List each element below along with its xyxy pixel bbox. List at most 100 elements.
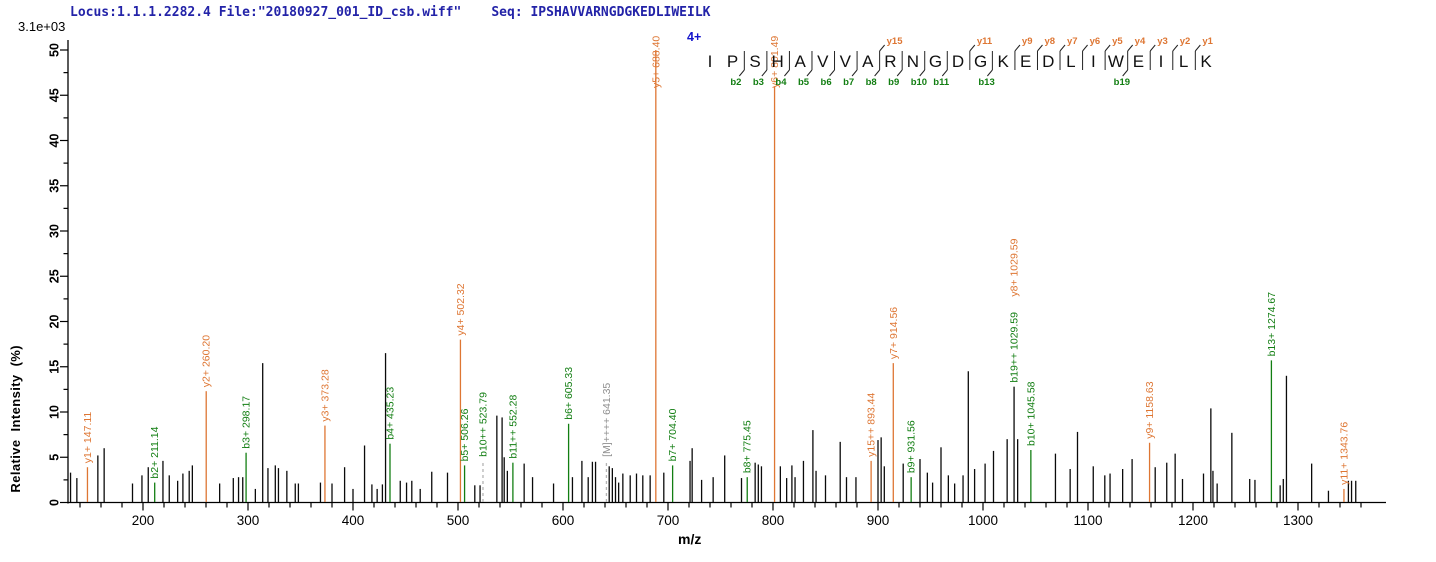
y-ion-mark — [1104, 44, 1111, 52]
b-ion-mark — [806, 69, 813, 77]
peak-label: b8+ 775.45 — [742, 420, 754, 473]
b-ion-label: b11 — [933, 77, 950, 88]
b-ion-mark — [1122, 69, 1129, 77]
b-ion-label: b7 — [843, 77, 854, 88]
max-intensity-label: 3.1e+03 — [18, 19, 66, 34]
peptide-residue: K — [997, 52, 1009, 71]
y-tick-label: 40 — [47, 134, 61, 148]
peptide-residue: L — [1066, 52, 1075, 71]
y-ion-mark — [1059, 44, 1066, 52]
x-axis-title: m/z — [678, 531, 702, 547]
peak-label: [M]++++ 641.35 — [601, 383, 613, 457]
y-tick-label: 5 — [47, 454, 61, 461]
b-ion-mark — [941, 69, 948, 77]
y-tick-label: 0 — [47, 499, 61, 506]
b-ion-mark — [919, 69, 926, 77]
peak-label: b10++ 523.79 — [477, 392, 489, 457]
b-ion-label: b9 — [888, 77, 899, 88]
peak-label: b9+ 931.56 — [906, 420, 918, 473]
peptide-residue: G — [974, 52, 987, 71]
peptide-residue: I — [708, 52, 713, 71]
fragment-diagram: 4+I P S H A V V A R N G D G K E D L I W E I L Kb2 b3 b4 b5 b6 b7y15… — [687, 30, 1214, 88]
peptide-residue: V — [817, 52, 829, 71]
peak-label: b2+ 211.14 — [149, 426, 161, 478]
peptide-residue: S — [749, 52, 760, 71]
peak-label: y2+ 260.20 — [201, 335, 213, 387]
b-ion-label: b4 — [775, 77, 787, 88]
x-tick-label: 900 — [867, 513, 890, 528]
x-tick-label: 1300 — [1283, 513, 1313, 528]
peak-label: b3+ 298.17 — [241, 396, 253, 449]
y-ion-label: y7 — [1067, 36, 1078, 47]
x-tick-label: 300 — [237, 513, 260, 528]
peptide-residue: L — [1179, 52, 1188, 71]
y-tick-label: 45 — [47, 88, 61, 102]
b-ion-label: b5 — [798, 77, 810, 88]
x-tick-label: 1000 — [968, 513, 998, 528]
peptide-residue: W — [1108, 52, 1124, 71]
peak-label: y1+ 147.11 — [82, 412, 94, 464]
y-ion-label: y9 — [1022, 36, 1033, 47]
peptide-residue: E — [1020, 52, 1031, 71]
peak-label: y6+ 801.49 — [769, 36, 781, 88]
peptide-residue: I — [1091, 52, 1096, 71]
b-ion-label: b10 — [911, 77, 927, 88]
peak-label: y11+ 1343.76 — [1338, 422, 1350, 485]
b-ion-label: b13 — [978, 77, 994, 88]
peptide-residue: R — [884, 52, 896, 71]
y-tick-label: 50 — [47, 43, 61, 57]
y-axis-title: Relative Intensity (%) — [8, 345, 23, 493]
axes — [67, 40, 1386, 504]
peak-label: y3+ 373.28 — [319, 369, 331, 421]
b-ion-mark — [874, 69, 881, 77]
peak-label: b6+ 605.33 — [563, 367, 575, 420]
b-ion-mark — [851, 69, 858, 77]
y-tick-label: 35 — [47, 179, 61, 193]
b-ion-mark — [896, 69, 903, 77]
peak-label: y4+ 502.32 — [455, 283, 467, 335]
y-ion-label: y1 — [1202, 36, 1213, 47]
peptide-residue: A — [862, 52, 874, 71]
x-tick-label: 800 — [762, 513, 785, 528]
y-ion-mark — [1149, 44, 1156, 52]
peptide-residue: K — [1200, 52, 1212, 71]
y-ion-label: y2 — [1180, 36, 1191, 47]
peptide-residue: D — [952, 52, 964, 71]
spectrum-header: Locus:1.1.1.2282.4 File:"20180927_001_ID… — [70, 5, 711, 20]
b-ion-label: b2 — [730, 77, 741, 88]
peak-labels: y1+ 147.11 b2+ 211.14 y2+ 260.20 b3+ 298.17… — [82, 36, 1350, 485]
y-ion-mark — [1172, 44, 1179, 52]
b-ion-label: b6 — [821, 77, 832, 88]
b-ion-mark — [761, 69, 768, 77]
peptide-residue: H — [772, 52, 784, 71]
peptide-residue: E — [1133, 52, 1144, 71]
b-ion-mark — [986, 69, 993, 77]
y-ion-label: y3 — [1157, 36, 1168, 47]
y-ion-mark — [1014, 44, 1021, 52]
y-tick-label: 20 — [47, 315, 61, 329]
y-ion-label: y4 — [1135, 36, 1146, 47]
peak-label: b13+ 1274.67 — [1266, 292, 1278, 357]
peak-label: b11++ 552.28 — [507, 394, 519, 458]
peak-label: y8+ 1029.59 — [1009, 238, 1021, 296]
y-ion-mark — [879, 44, 886, 52]
y-ion-mark — [969, 44, 976, 52]
x-tick-label: 1200 — [1178, 513, 1208, 528]
y-ion-mark — [1037, 44, 1043, 52]
y-ion-label: y11 — [977, 36, 993, 47]
x-tick-label: 500 — [447, 513, 470, 528]
peak-label: y7+ 914.56 — [888, 307, 900, 359]
y-tick-label: 10 — [47, 405, 61, 419]
y-tick-label: 25 — [47, 269, 61, 283]
b-ion-label: b19 — [1114, 77, 1130, 88]
peak-label: b5+ 506.26 — [459, 408, 471, 461]
b-ion-label: b3 — [753, 77, 764, 88]
y-ion-label: y15 — [887, 36, 904, 47]
x-ticks: 200 300 400 500 600 700 800 900 1000 1100 1200 1300 — [79, 502, 1362, 528]
peptide-residue: V — [840, 52, 852, 71]
b-ion-mark — [738, 69, 745, 77]
y-ticks: 0 5 10 15 20 25 30 35 40 45 50 — [47, 43, 68, 506]
peak-label: y9+ 1158.63 — [1144, 381, 1156, 438]
b-ion-label: b8 — [866, 77, 877, 88]
